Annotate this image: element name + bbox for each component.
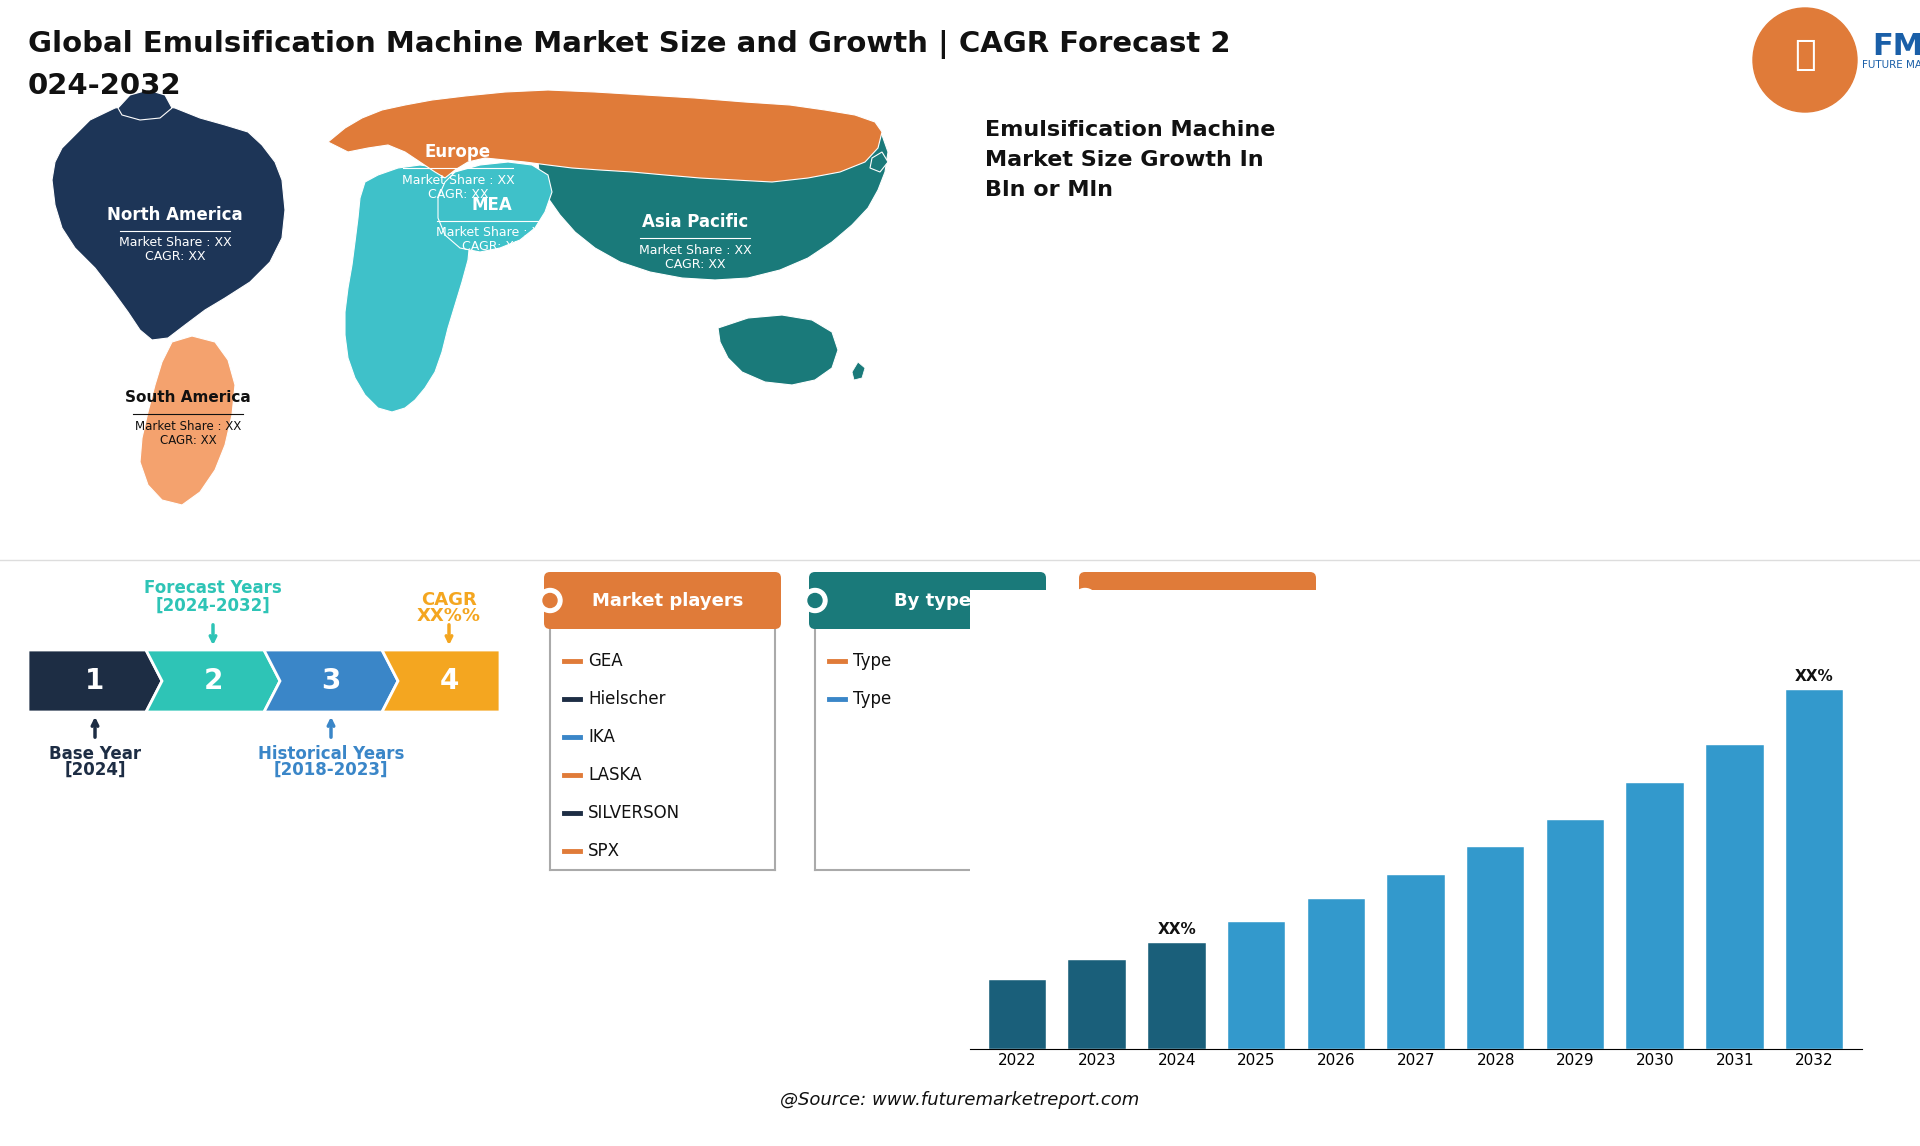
Text: XX%: XX% — [1795, 669, 1834, 684]
Text: FMR: FMR — [1872, 32, 1920, 61]
Text: CAGR: XX: CAGR: XX — [144, 251, 205, 264]
Bar — [1548, 821, 1603, 1049]
Text: SILVERSON: SILVERSON — [588, 804, 680, 822]
FancyBboxPatch shape — [1079, 572, 1315, 629]
Polygon shape — [117, 91, 173, 120]
Bar — [1229, 923, 1284, 1049]
Text: XX%%: XX%% — [417, 607, 482, 625]
Text: Bln or Mln: Bln or Mln — [985, 180, 1114, 201]
Text: Market Share : XX: Market Share : XX — [436, 227, 549, 240]
Bar — [1707, 745, 1764, 1049]
Text: [2018-2023]: [2018-2023] — [275, 761, 388, 779]
Text: Asia Pacific: Asia Pacific — [641, 213, 749, 231]
Text: XX%: XX% — [1158, 921, 1196, 936]
Text: Type: Type — [852, 652, 891, 670]
Text: Hielscher: Hielscher — [588, 690, 666, 708]
Text: Type: Type — [852, 690, 891, 708]
Text: LASKA: LASKA — [588, 766, 641, 784]
Polygon shape — [852, 362, 866, 380]
Text: Application: Application — [1123, 690, 1215, 708]
Text: Emulsification Machine: Emulsification Machine — [985, 120, 1275, 140]
Bar — [1148, 943, 1206, 1049]
Polygon shape — [29, 650, 161, 712]
Text: By application: By application — [1131, 591, 1275, 610]
Bar — [1068, 960, 1125, 1049]
Text: IKA: IKA — [588, 728, 614, 746]
Text: 1: 1 — [84, 667, 104, 694]
Text: Market Share : XX: Market Share : XX — [134, 419, 242, 432]
FancyBboxPatch shape — [543, 572, 781, 629]
Bar — [989, 980, 1046, 1049]
Bar — [1467, 847, 1524, 1049]
Polygon shape — [382, 650, 499, 712]
Text: FUTURE MARKET REPORT: FUTURE MARKET REPORT — [1862, 60, 1920, 70]
Text: Global Emulsification Machine Market Size and Growth | CAGR Forecast 2: Global Emulsification Machine Market Siz… — [29, 30, 1231, 58]
Polygon shape — [718, 315, 837, 385]
Polygon shape — [346, 165, 472, 413]
Text: South America: South America — [125, 391, 252, 406]
Text: Market Share : XX: Market Share : XX — [639, 243, 751, 257]
Text: GEA: GEA — [588, 652, 622, 670]
Text: SPX: SPX — [588, 842, 620, 860]
Bar — [1626, 783, 1684, 1049]
Text: By type: By type — [895, 591, 972, 610]
FancyBboxPatch shape — [808, 572, 1046, 629]
Bar — [1308, 898, 1365, 1049]
Polygon shape — [140, 336, 234, 505]
Text: CAGR: XX: CAGR: XX — [428, 188, 488, 201]
Text: 024-2032: 024-2032 — [29, 72, 182, 100]
Polygon shape — [52, 103, 284, 340]
Circle shape — [808, 594, 822, 607]
Text: Forecast Years: Forecast Years — [144, 579, 282, 597]
Polygon shape — [328, 91, 881, 182]
Text: 4: 4 — [440, 667, 459, 694]
Text: Emulsification: Emulsification — [1123, 728, 1240, 746]
Text: 👤: 👤 — [1793, 38, 1816, 72]
Polygon shape — [538, 96, 887, 280]
Text: CAGR: XX: CAGR: XX — [461, 241, 522, 253]
Text: Historical Years: Historical Years — [257, 745, 405, 763]
Text: Market players: Market players — [591, 591, 743, 610]
Text: 3: 3 — [321, 667, 340, 694]
Text: [2024]: [2024] — [63, 761, 125, 779]
Text: Market Size Growth In: Market Size Growth In — [985, 150, 1263, 170]
Polygon shape — [870, 152, 887, 172]
Circle shape — [803, 589, 828, 612]
Text: Application: Application — [1123, 652, 1215, 670]
Text: MEA: MEA — [472, 196, 513, 214]
Text: CAGR: XX: CAGR: XX — [664, 258, 726, 270]
Text: CAGR: XX: CAGR: XX — [159, 433, 217, 447]
Bar — [1786, 690, 1843, 1049]
Text: CAGR: CAGR — [420, 591, 476, 609]
Text: Market Share : XX: Market Share : XX — [119, 236, 232, 250]
Polygon shape — [265, 650, 397, 712]
Text: [2024-2032]: [2024-2032] — [156, 597, 271, 615]
Text: 2: 2 — [204, 667, 223, 694]
Polygon shape — [438, 162, 553, 252]
Text: Europe: Europe — [424, 143, 492, 160]
Text: @Source: www.futuremarketreport.com: @Source: www.futuremarketreport.com — [780, 1091, 1140, 1109]
Text: North America: North America — [108, 206, 242, 223]
Circle shape — [1073, 589, 1096, 612]
Text: Base Year: Base Year — [48, 745, 140, 763]
Polygon shape — [146, 650, 280, 712]
Bar — [1388, 874, 1444, 1049]
Circle shape — [538, 589, 563, 612]
Text: Market Share : XX: Market Share : XX — [401, 173, 515, 187]
Circle shape — [1077, 594, 1092, 607]
Circle shape — [543, 594, 557, 607]
Circle shape — [1753, 8, 1857, 112]
